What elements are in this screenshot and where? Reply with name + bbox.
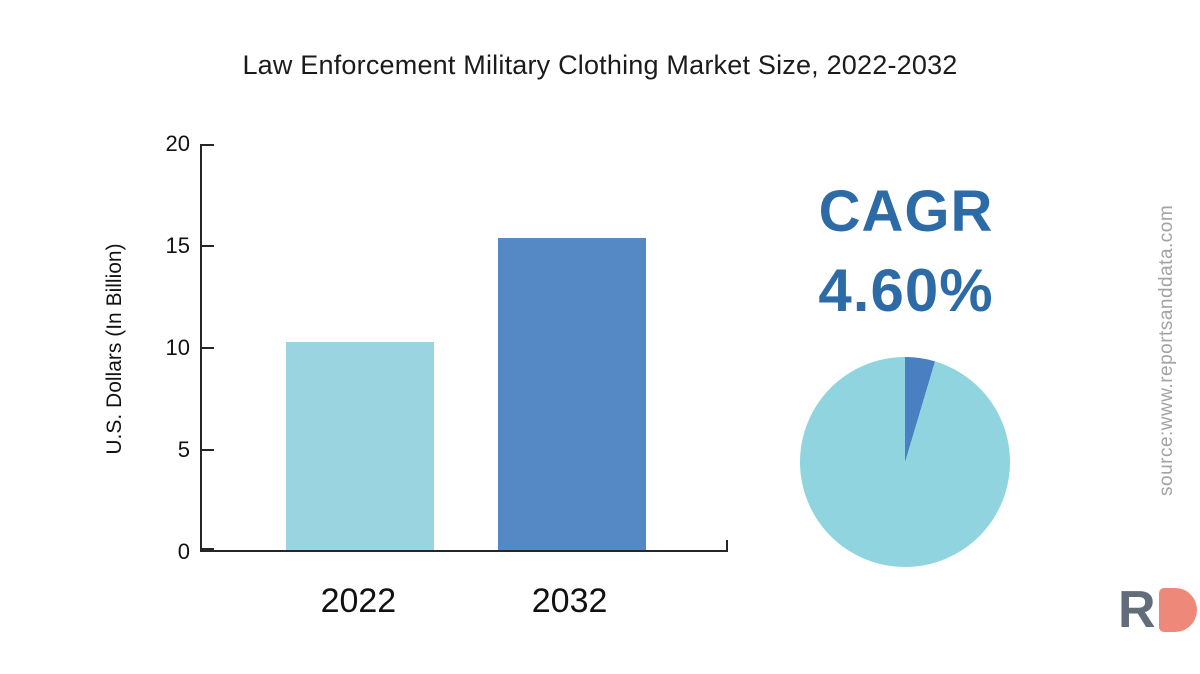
y-tick-label-5: 5 xyxy=(177,437,190,462)
y-tick-label-20: 20 xyxy=(165,131,190,156)
cagr-value: 4.60% xyxy=(818,256,994,324)
cagr-annotation: CAGR 4.60% xyxy=(778,179,1034,324)
y-tick-label-10: 10 xyxy=(165,335,190,360)
y-tick-mark-0 xyxy=(202,548,214,550)
y-tick-mark-10 xyxy=(202,347,214,349)
brand-logo: R xyxy=(1118,584,1197,636)
bar-2022 xyxy=(286,341,435,550)
source-note: source:www.reportsanddata.com xyxy=(1156,204,1177,496)
y-tick-mark-15 xyxy=(202,245,214,247)
y-tick-mark-20 xyxy=(202,144,214,146)
x-axis-end-tick xyxy=(726,540,728,550)
chart-title: Law Enforcement Military Clothing Market… xyxy=(242,50,958,80)
y-tick-label-0: 0 xyxy=(177,539,190,564)
bar-chart-plot-area xyxy=(200,144,728,552)
y-tick-mark-5 xyxy=(202,449,214,451)
logo-d-shape-icon xyxy=(1158,588,1197,632)
y-tick-label-15: 15 xyxy=(165,233,190,258)
x-tick-label-2032: 2032 xyxy=(531,582,608,620)
x-tick-label-2022: 2022 xyxy=(320,582,397,620)
cagr-label: CAGR xyxy=(818,179,994,244)
bar-2032 xyxy=(497,237,646,550)
cagr-pie-chart xyxy=(800,357,1010,567)
logo-letter-r: R xyxy=(1118,581,1156,639)
